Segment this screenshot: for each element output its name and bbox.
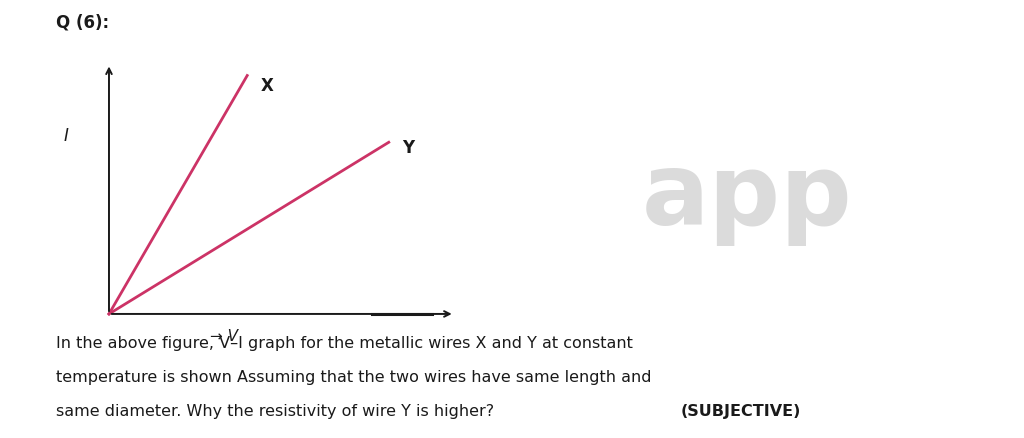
Text: Y: Y [401, 139, 414, 157]
Text: temperature is shown Assuming that the two wires have same length and: temperature is shown Assuming that the t… [56, 369, 652, 384]
Text: (SUBJECTIVE): (SUBJECTIVE) [681, 403, 802, 418]
Text: Q (6):: Q (6): [56, 13, 110, 31]
Text: In the above figure, V–I graph for the metallic wires X and Y at constant: In the above figure, V–I graph for the m… [56, 335, 633, 350]
Text: X: X [260, 77, 273, 95]
Text: app: app [642, 149, 853, 245]
Text: I: I [63, 127, 69, 145]
Text: same diameter. Why the resistivity of wire Y is higher?: same diameter. Why the resistivity of wi… [56, 403, 495, 418]
Text: → V: → V [210, 328, 239, 343]
